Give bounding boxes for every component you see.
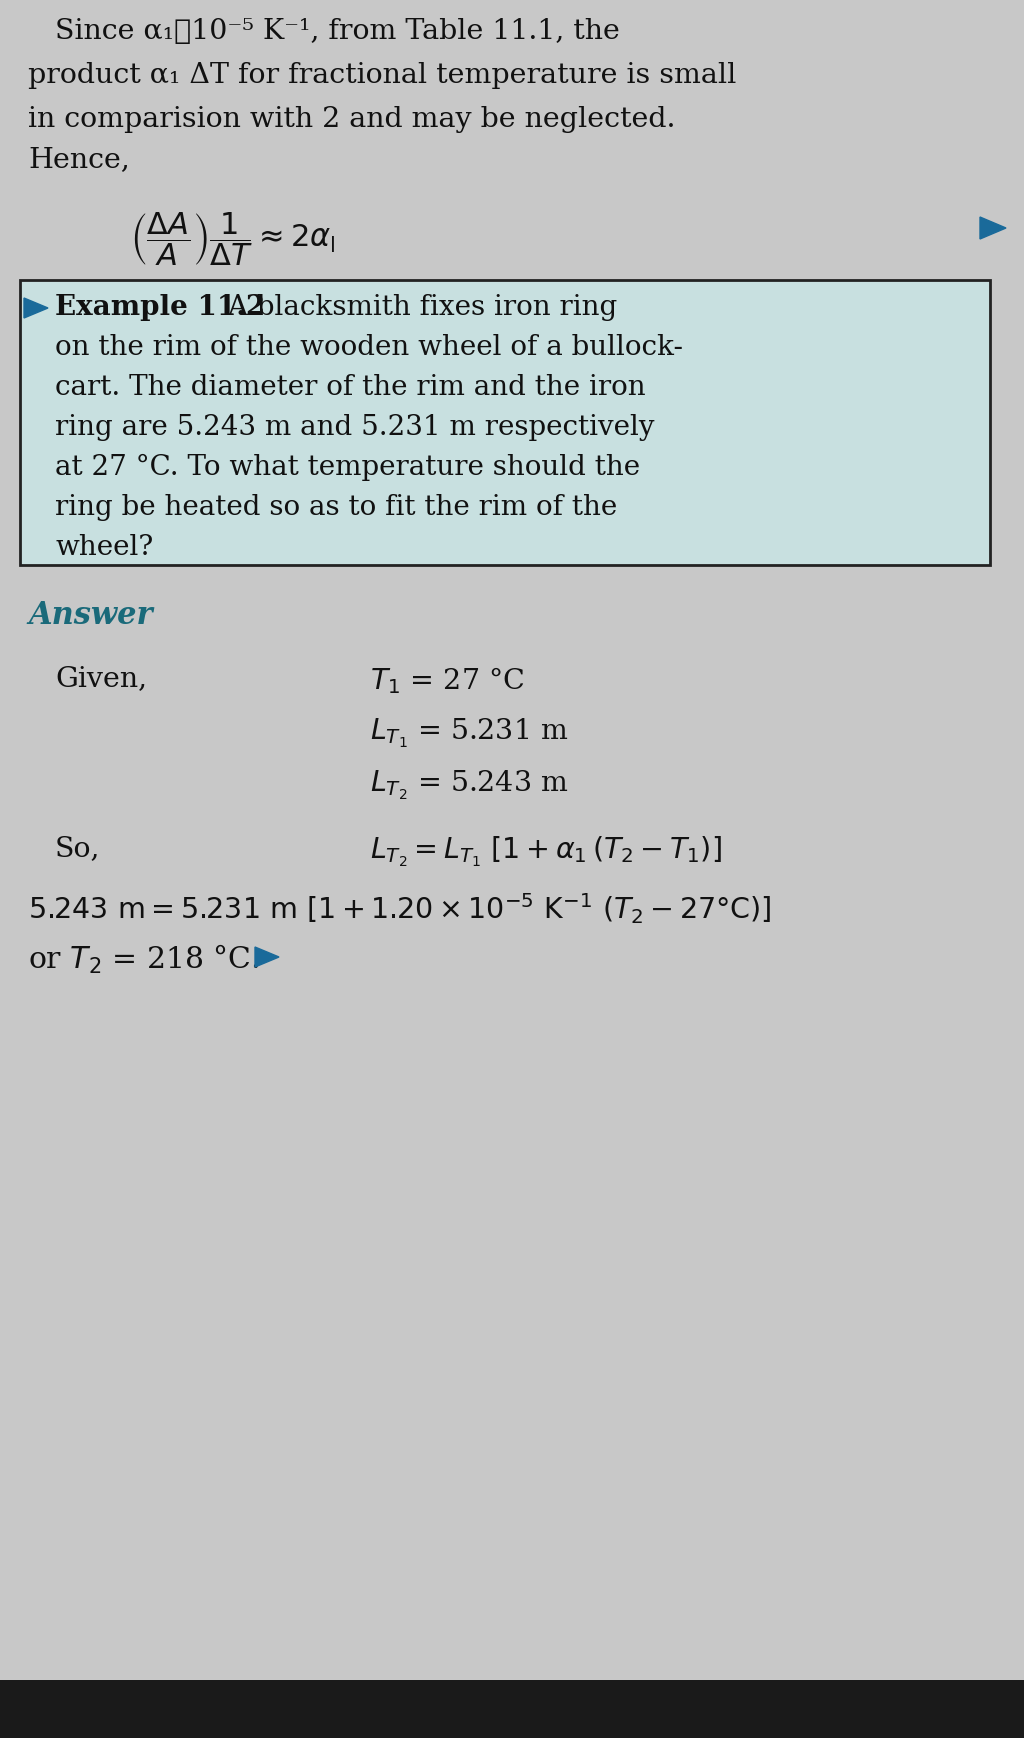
Text: or $T_2$ = 218 °C.: or $T_2$ = 218 °C. (28, 944, 259, 977)
Text: $\left(\dfrac{\Delta A}{A}\right)\dfrac{1}{\Delta T} \approx 2\alpha_{\mathrm{l}: $\left(\dfrac{\Delta A}{A}\right)\dfrac{… (130, 210, 336, 268)
Text: on the rim of the wooden wheel of a bullock-: on the rim of the wooden wheel of a bull… (55, 334, 683, 362)
Text: product α₁ ΔT for fractional temperature is small: product α₁ ΔT for fractional temperature… (28, 63, 736, 89)
Text: Given,: Given, (55, 666, 147, 692)
Polygon shape (980, 217, 1006, 240)
Text: Hence,: Hence, (28, 146, 130, 174)
Text: ring be heated so as to fit the rim of the: ring be heated so as to fit the rim of t… (55, 494, 617, 521)
Text: A blacksmith fixes iron ring: A blacksmith fixes iron ring (219, 294, 617, 322)
Text: Since α₁≅10⁻⁵ K⁻¹, from Table 11.1, the: Since α₁≅10⁻⁵ K⁻¹, from Table 11.1, the (55, 17, 620, 45)
Text: in comparision with 2 and may be neglected.: in comparision with 2 and may be neglect… (28, 106, 676, 134)
Bar (0, 1681, 1024, 1738)
Polygon shape (24, 297, 48, 318)
Text: Answer: Answer (28, 600, 153, 631)
Text: ring are 5.243 m and 5.231 m respectively: ring are 5.243 m and 5.231 m respectivel… (55, 414, 654, 441)
Text: So,: So, (55, 834, 100, 862)
Bar (20, 280, 990, 565)
Text: at 27 °C. To what temperature should the: at 27 °C. To what temperature should the (55, 454, 640, 481)
Text: $L_{T_2}$ = 5.243 m: $L_{T_2}$ = 5.243 m (370, 768, 568, 803)
Polygon shape (255, 947, 279, 966)
Text: wheel?: wheel? (55, 534, 154, 561)
Text: $L_{T_2} =L_{T_1}\ [1+\alpha_1\,(T_2-T_1)]$: $L_{T_2} =L_{T_1}\ [1+\alpha_1\,(T_2-T_1… (370, 834, 722, 869)
Text: $5.243\ \mathrm{m} = 5.231\ \mathrm{m}\ [1 + 1.20\times10^{-5}\ \mathrm{K}^{-1}\: $5.243\ \mathrm{m} = 5.231\ \mathrm{m}\ … (28, 892, 771, 926)
Text: cart. The diameter of the rim and the iron: cart. The diameter of the rim and the ir… (55, 374, 645, 401)
Text: Example 11.2: Example 11.2 (55, 294, 265, 322)
Text: $T_1$ = 27 °C: $T_1$ = 27 °C (370, 666, 524, 695)
Text: $L_{T_1}$ = 5.231 m: $L_{T_1}$ = 5.231 m (370, 718, 568, 751)
